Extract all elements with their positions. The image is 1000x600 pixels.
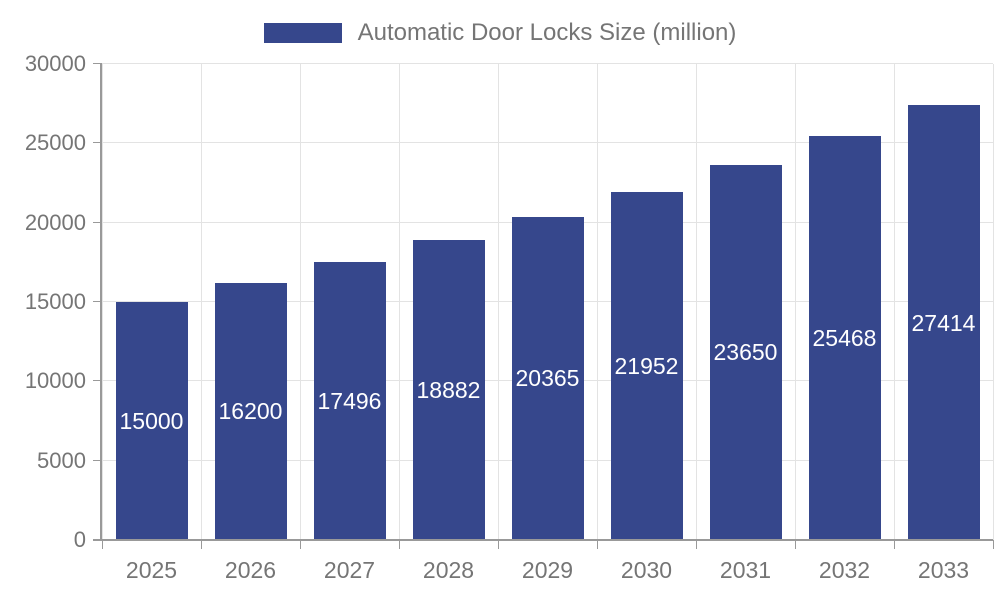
x-tick-label: 2025 (125, 557, 178, 583)
y-axis-tick (93, 301, 102, 302)
x-axis-tick (695, 540, 697, 549)
bar-2029 (511, 216, 584, 540)
v-gridline (893, 64, 895, 540)
bar-2030 (610, 191, 683, 540)
x-axis-tick (596, 540, 598, 549)
y-tick-label: 20000 (24, 209, 86, 235)
bar-value-label: 18882 (416, 377, 481, 404)
legend-item[interactable]: Automatic Door Locks Size (million) (0, 18, 1000, 48)
x-tick-label: 2026 (224, 557, 277, 583)
v-gridline (200, 64, 202, 540)
x-axis-tick (101, 540, 103, 549)
y-axis-tick (93, 380, 102, 382)
x-tick-label: 2028 (422, 557, 475, 583)
bar-value-label: 27414 (911, 309, 976, 336)
x-axis-tick (992, 540, 994, 549)
x-axis-tick (299, 540, 301, 549)
y-tick-label: 5000 (37, 447, 86, 473)
v-gridline (794, 64, 796, 540)
y-axis-tick (93, 63, 102, 64)
y-axis-line (100, 64, 102, 541)
x-tick-label: 2031 (719, 557, 772, 583)
y-axis-tick (93, 221, 102, 223)
v-gridline (299, 64, 301, 540)
bar-value-label: 17496 (317, 388, 382, 415)
v-gridline (497, 64, 499, 540)
x-axis-tick (398, 540, 400, 549)
y-axis-tick (93, 142, 102, 144)
v-gridline (101, 64, 103, 540)
bar-2027 (313, 262, 386, 540)
h-gridline (102, 63, 993, 64)
x-tick-label: 2029 (521, 557, 574, 583)
x-axis-tick (497, 540, 499, 549)
x-axis-tick (794, 540, 796, 549)
bar-2033 (907, 105, 980, 540)
legend-swatch (263, 23, 342, 43)
x-tick-label: 2033 (917, 557, 970, 583)
v-gridline (992, 64, 994, 540)
y-tick-label: 15000 (24, 289, 86, 314)
bar-value-label: 23650 (713, 339, 778, 366)
bar-value-label: 16200 (218, 398, 283, 425)
x-axis-line (93, 539, 993, 541)
v-gridline (398, 64, 400, 540)
h-gridline (102, 142, 993, 144)
bar-2032 (808, 135, 881, 540)
x-tick-label: 2030 (620, 557, 673, 583)
bar-value-label: 20365 (515, 365, 580, 392)
v-gridline (596, 64, 598, 540)
bar-2026 (214, 282, 287, 540)
bar-value-label: 15000 (119, 408, 184, 434)
x-tick-label: 2027 (323, 557, 376, 583)
y-tick-label: 25000 (24, 130, 86, 156)
y-axis-tick (93, 459, 102, 461)
v-gridline (695, 64, 697, 540)
y-tick-label: 0 (73, 527, 86, 552)
x-axis-tick (893, 540, 895, 549)
bar-2025 (115, 302, 188, 540)
y-tick-label: 10000 (24, 368, 86, 394)
bar-value-label: 25468 (812, 324, 877, 351)
legend-label: Automatic Door Locks Size (million) (357, 19, 737, 46)
bar-value-label: 21952 (614, 352, 679, 379)
x-tick-label: 2032 (818, 557, 871, 583)
x-axis-tick (200, 540, 202, 549)
bar-2028 (412, 240, 485, 540)
y-tick-label: 30000 (24, 51, 86, 76)
bar-2031 (709, 164, 782, 540)
